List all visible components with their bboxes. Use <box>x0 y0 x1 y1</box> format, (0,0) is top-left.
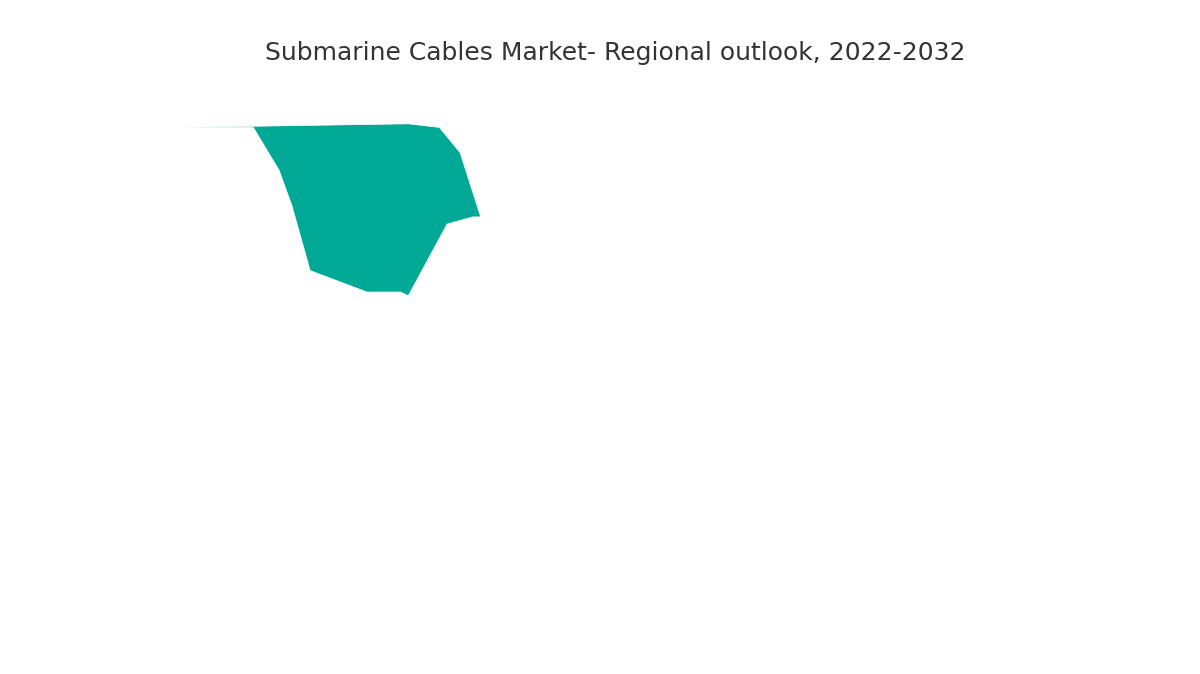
Polygon shape <box>181 124 481 296</box>
Title: Submarine Cables Market- Regional outlook, 2022-2032: Submarine Cables Market- Regional outloo… <box>265 41 965 65</box>
